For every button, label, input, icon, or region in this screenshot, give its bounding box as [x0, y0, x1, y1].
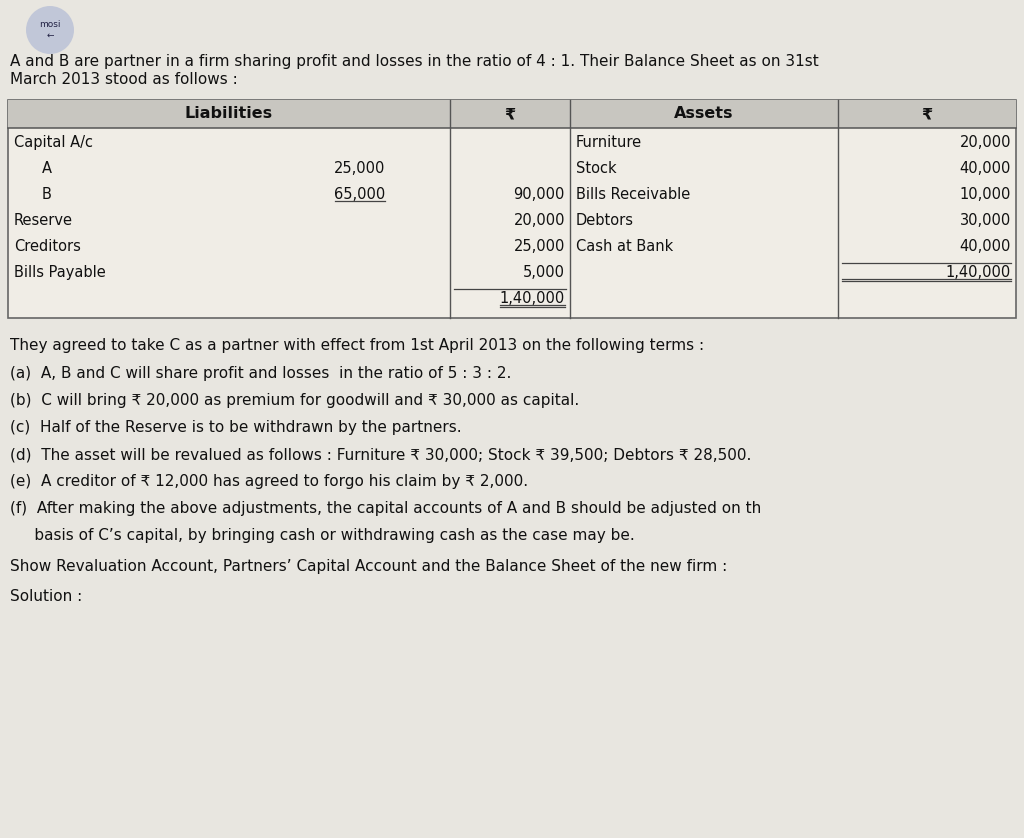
Text: 25,000: 25,000	[514, 239, 565, 254]
Text: 25,000: 25,000	[334, 161, 385, 176]
Text: ₹: ₹	[922, 106, 933, 122]
Text: B: B	[42, 187, 52, 202]
Text: (c)  Half of the Reserve is to be withdrawn by the partners.: (c) Half of the Reserve is to be withdra…	[10, 420, 462, 435]
Text: Assets: Assets	[674, 106, 734, 122]
Bar	[8, 100, 1016, 128]
Text: 20,000: 20,000	[959, 135, 1011, 150]
Text: 20,000: 20,000	[513, 213, 565, 228]
Text: March 2013 stood as follows :: March 2013 stood as follows :	[10, 72, 238, 87]
Text: Liabilities: Liabilities	[185, 106, 273, 122]
Text: Cash at Bank: Cash at Bank	[575, 239, 673, 254]
Text: (d)  The asset will be revalued as follows : Furniture ₹ 30,000; Stock ₹ 39,500;: (d) The asset will be revalued as follow…	[10, 447, 752, 462]
Text: ₹: ₹	[505, 106, 515, 122]
Text: 40,000: 40,000	[959, 161, 1011, 176]
Text: Solution :: Solution :	[10, 589, 82, 604]
Text: 30,000: 30,000	[959, 213, 1011, 228]
Bar	[8, 100, 1016, 318]
Text: (a)  A, B and C will share profit and losses  in the ratio of 5 : 3 : 2.: (a) A, B and C will share profit and los…	[10, 366, 511, 381]
Text: 10,000: 10,000	[959, 187, 1011, 202]
Text: Stock: Stock	[575, 161, 616, 176]
Text: (b)  C will bring ₹ 20,000 as premium for goodwill and ₹ 30,000 as capital.: (b) C will bring ₹ 20,000 as premium for…	[10, 393, 580, 408]
Text: Bills Payable: Bills Payable	[14, 265, 105, 280]
Text: 5,000: 5,000	[523, 265, 565, 280]
Text: (f)  After making the above adjustments, the capital accounts of A and B should : (f) After making the above adjustments, …	[10, 501, 761, 516]
Text: (e)  A creditor of ₹ 12,000 has agreed to forgo his claim by ₹ 2,000.: (e) A creditor of ₹ 12,000 has agreed to…	[10, 474, 528, 489]
Text: Capital A/c: Capital A/c	[14, 135, 93, 150]
Text: 1,40,000: 1,40,000	[946, 265, 1011, 280]
Text: Debtors: Debtors	[575, 213, 634, 228]
Text: They agreed to take C as a partner with effect from 1st April 2013 on the follow: They agreed to take C as a partner with …	[10, 338, 705, 353]
Text: A and B are partner in a firm sharing profit and losses in the ratio of 4 : 1. T: A and B are partner in a firm sharing pr…	[10, 54, 819, 69]
Text: 90,000: 90,000	[514, 187, 565, 202]
Text: basis of C’s capital, by bringing cash or withdrawing cash as the case may be.: basis of C’s capital, by bringing cash o…	[10, 528, 635, 543]
Text: mosi
←: mosi ←	[39, 20, 60, 40]
Text: 65,000: 65,000	[334, 187, 385, 202]
Circle shape	[26, 6, 74, 54]
Text: 1,40,000: 1,40,000	[500, 291, 565, 306]
Text: 40,000: 40,000	[959, 239, 1011, 254]
Text: Bills Receivable: Bills Receivable	[575, 187, 690, 202]
Text: Reserve: Reserve	[14, 213, 73, 228]
Text: A: A	[42, 161, 52, 176]
Text: Furniture: Furniture	[575, 135, 642, 150]
Text: Creditors: Creditors	[14, 239, 81, 254]
Text: Show Revaluation Account, Partners’ Capital Account and the Balance Sheet of the: Show Revaluation Account, Partners’ Capi…	[10, 559, 727, 574]
